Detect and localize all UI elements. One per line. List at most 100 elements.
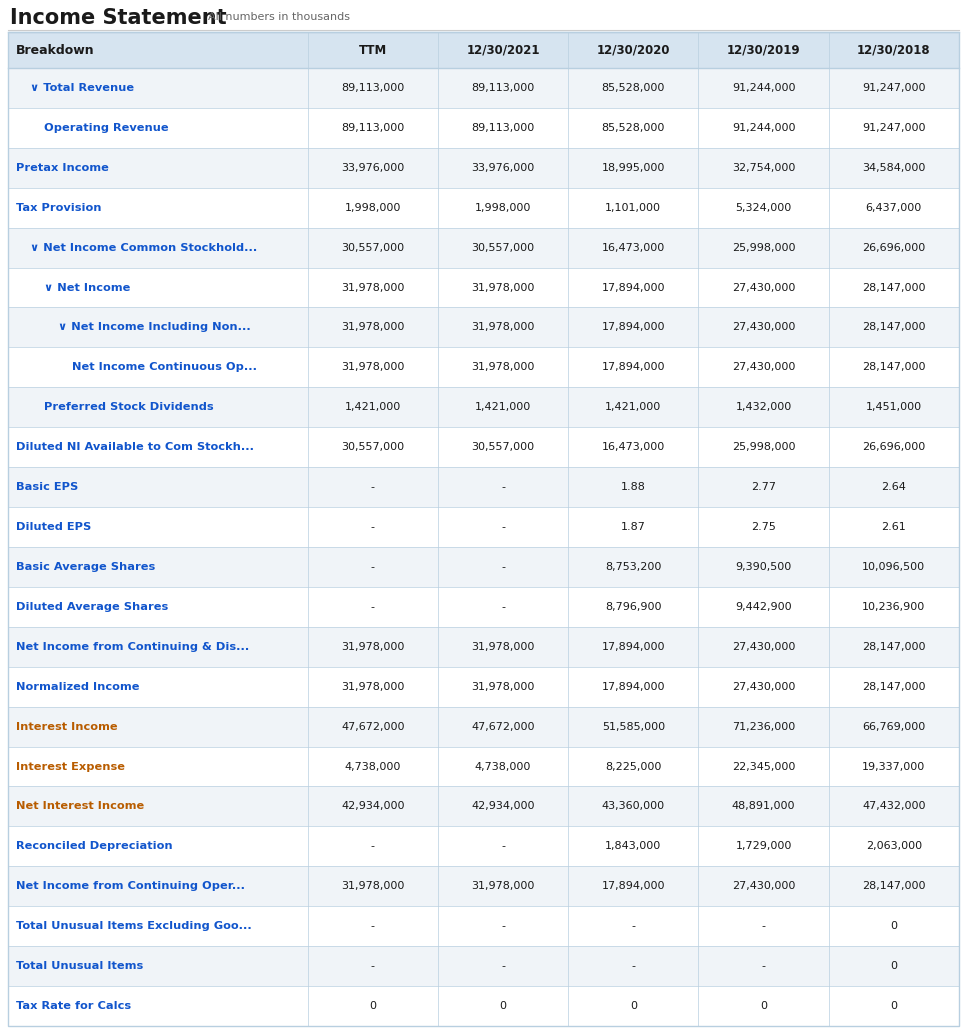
Bar — [8, 347, 959, 388]
Text: 19,337,000: 19,337,000 — [862, 762, 925, 772]
Text: 28,147,000: 28,147,000 — [862, 641, 925, 652]
Text: ∨ Net Income Common Stockhold...: ∨ Net Income Common Stockhold... — [30, 243, 257, 253]
Text: 0: 0 — [891, 921, 898, 931]
Text: 48,891,000: 48,891,000 — [732, 802, 795, 811]
Text: 2.75: 2.75 — [751, 522, 776, 533]
Text: 28,147,000: 28,147,000 — [862, 283, 925, 293]
Bar — [8, 706, 959, 746]
Text: 9,390,500: 9,390,500 — [736, 562, 792, 572]
Text: 33,976,000: 33,976,000 — [471, 162, 534, 173]
Text: Diluted EPS: Diluted EPS — [16, 522, 91, 533]
Text: -: - — [501, 841, 505, 851]
Text: 0: 0 — [630, 1001, 637, 1012]
Text: 31,978,000: 31,978,000 — [341, 641, 404, 652]
Bar — [8, 627, 959, 667]
Text: 2.64: 2.64 — [881, 482, 906, 492]
Text: Tax Provision: Tax Provision — [16, 203, 101, 213]
Text: Reconciled Depreciation: Reconciled Depreciation — [16, 841, 172, 851]
Bar — [8, 188, 959, 227]
Bar — [8, 108, 959, 148]
Text: 51,585,000: 51,585,000 — [602, 722, 664, 732]
Text: 28,147,000: 28,147,000 — [862, 682, 925, 692]
Text: 47,672,000: 47,672,000 — [341, 722, 404, 732]
Text: All numbers in thousands: All numbers in thousands — [208, 12, 350, 22]
Text: 47,432,000: 47,432,000 — [862, 802, 925, 811]
Text: 0: 0 — [891, 1001, 898, 1012]
Text: -: - — [762, 921, 766, 931]
Text: 10,096,500: 10,096,500 — [862, 562, 925, 572]
Text: 16,473,000: 16,473,000 — [602, 442, 664, 452]
Text: Net Income Continuous Op...: Net Income Continuous Op... — [72, 363, 257, 372]
Text: Net Income from Continuing & Dis...: Net Income from Continuing & Dis... — [16, 641, 249, 652]
Bar — [8, 667, 959, 706]
Text: Basic Average Shares: Basic Average Shares — [16, 562, 155, 572]
Text: -: - — [371, 522, 375, 533]
Text: 26,696,000: 26,696,000 — [862, 442, 925, 452]
Text: 33,976,000: 33,976,000 — [341, 162, 404, 173]
Text: 42,934,000: 42,934,000 — [341, 802, 404, 811]
Text: 71,236,000: 71,236,000 — [732, 722, 795, 732]
Text: 31,978,000: 31,978,000 — [471, 283, 534, 293]
Text: ∨ Total Revenue: ∨ Total Revenue — [30, 83, 134, 93]
Bar — [8, 507, 959, 547]
Text: 17,894,000: 17,894,000 — [602, 283, 665, 293]
Text: 43,360,000: 43,360,000 — [602, 802, 664, 811]
Text: 27,430,000: 27,430,000 — [732, 682, 795, 692]
Text: Operating Revenue: Operating Revenue — [44, 123, 169, 133]
Text: 34,584,000: 34,584,000 — [862, 162, 925, 173]
Bar — [8, 827, 959, 867]
Text: 31,978,000: 31,978,000 — [471, 641, 534, 652]
Text: -: - — [501, 961, 505, 971]
Text: 1,729,000: 1,729,000 — [736, 841, 792, 851]
Text: 25,998,000: 25,998,000 — [732, 243, 795, 253]
Text: 1,451,000: 1,451,000 — [866, 402, 922, 412]
Text: 8,753,200: 8,753,200 — [605, 562, 662, 572]
Text: 32,754,000: 32,754,000 — [732, 162, 795, 173]
Text: 31,978,000: 31,978,000 — [341, 323, 404, 332]
Text: Pretax Income: Pretax Income — [16, 162, 109, 173]
Text: 2.77: 2.77 — [751, 482, 776, 492]
Text: ∨ Net Income: ∨ Net Income — [44, 283, 130, 293]
Bar — [8, 746, 959, 786]
Text: -: - — [371, 961, 375, 971]
Text: 1.87: 1.87 — [621, 522, 646, 533]
Text: 17,894,000: 17,894,000 — [602, 363, 665, 372]
Text: 1,998,000: 1,998,000 — [345, 203, 401, 213]
Bar — [8, 547, 959, 587]
Text: Total Unusual Items: Total Unusual Items — [16, 961, 143, 971]
Bar — [8, 148, 959, 188]
Text: 2,063,000: 2,063,000 — [866, 841, 922, 851]
Text: 4,738,000: 4,738,000 — [475, 762, 532, 772]
Text: Tax Rate for Calcs: Tax Rate for Calcs — [16, 1001, 131, 1012]
Text: 28,147,000: 28,147,000 — [862, 323, 925, 332]
Text: Interest Income: Interest Income — [16, 722, 117, 732]
Text: ∨ Net Income Including Non...: ∨ Net Income Including Non... — [58, 323, 250, 332]
Bar — [8, 227, 959, 267]
Text: 30,557,000: 30,557,000 — [341, 243, 404, 253]
Text: -: - — [501, 601, 505, 612]
Text: 1,843,000: 1,843,000 — [605, 841, 662, 851]
Text: 31,978,000: 31,978,000 — [341, 283, 404, 293]
Text: Interest Expense: Interest Expense — [16, 762, 125, 772]
Text: Net Interest Income: Net Interest Income — [16, 802, 144, 811]
Text: 89,113,000: 89,113,000 — [341, 83, 404, 93]
Text: 5,324,000: 5,324,000 — [736, 203, 792, 213]
Text: 17,894,000: 17,894,000 — [602, 641, 665, 652]
Text: 31,978,000: 31,978,000 — [471, 323, 534, 332]
Text: 31,978,000: 31,978,000 — [341, 363, 404, 372]
Bar — [8, 867, 959, 907]
Bar — [8, 907, 959, 946]
Text: -: - — [501, 921, 505, 931]
Bar — [8, 986, 959, 1026]
Text: 31,978,000: 31,978,000 — [471, 363, 534, 372]
Text: Diluted Average Shares: Diluted Average Shares — [16, 601, 169, 612]
Text: -: - — [501, 522, 505, 533]
Text: -: - — [371, 921, 375, 931]
Bar — [8, 388, 959, 428]
Text: 85,528,000: 85,528,000 — [602, 123, 665, 133]
Text: Total Unusual Items Excluding Goo...: Total Unusual Items Excluding Goo... — [16, 921, 251, 931]
Text: -: - — [501, 562, 505, 572]
Text: 27,430,000: 27,430,000 — [732, 881, 795, 891]
Text: 2.61: 2.61 — [881, 522, 906, 533]
Text: -: - — [371, 841, 375, 851]
